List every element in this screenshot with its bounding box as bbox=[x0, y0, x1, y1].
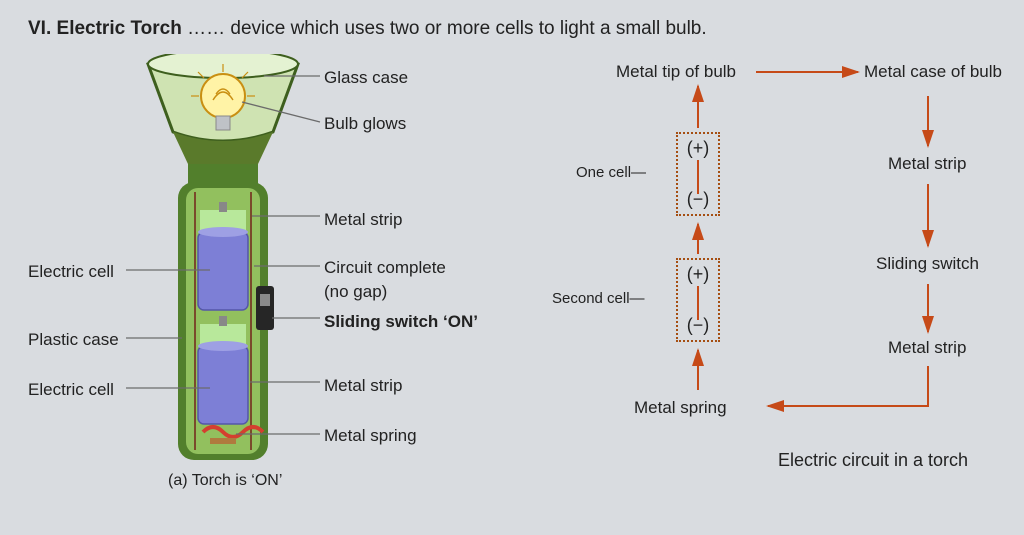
cell2-minus: (−) bbox=[687, 315, 710, 336]
label-right-sliding-switch: Sliding switch bbox=[876, 254, 979, 274]
label-electric-cell-2: Electric cell bbox=[28, 380, 114, 400]
label-glass-case: Glass case bbox=[324, 68, 408, 88]
heading-rest: …… device which uses two or more cells t… bbox=[187, 18, 707, 39]
cell1-plus: (+) bbox=[687, 138, 710, 159]
section-heading: VI. Electric Torch …… device which uses … bbox=[28, 18, 1004, 40]
label-metal-case: Metal case of bulb bbox=[864, 62, 1002, 82]
circuit-svg bbox=[528, 54, 1008, 494]
heading-title: Electric Torch bbox=[57, 18, 182, 39]
torch-figure: Electric cell Plastic case Electric cell… bbox=[28, 54, 528, 519]
label-electric-cell-1: Electric cell bbox=[28, 262, 114, 282]
cell2-plus: (+) bbox=[687, 264, 710, 285]
cell1-minus: (−) bbox=[687, 189, 710, 210]
circuit-caption: Electric circuit in a torch bbox=[778, 450, 968, 471]
cell-box-2: (+) (−) bbox=[676, 258, 720, 342]
label-metal-strip-2: Metal strip bbox=[324, 376, 402, 396]
heading-number: VI. bbox=[28, 18, 51, 39]
label-bulb-glows: Bulb glows bbox=[324, 114, 406, 134]
cell-box-1: (+) (−) bbox=[676, 132, 720, 216]
label-one-cell: One cell— bbox=[576, 164, 646, 181]
label-sliding-switch-on: Sliding switch ‘ON’ bbox=[324, 312, 478, 332]
label-circuit-complete: Circuit complete bbox=[324, 258, 446, 278]
label-metal-strip-1: Metal strip bbox=[324, 210, 402, 230]
label-right-metal-strip-1: Metal strip bbox=[888, 154, 966, 174]
circuit-figure: (+) (−) (+) (−) Metal tip of bulb Metal … bbox=[528, 54, 1012, 519]
label-metal-tip: Metal tip of bulb bbox=[616, 62, 736, 82]
label-circuit-metal-spring: Metal spring bbox=[634, 398, 727, 418]
label-metal-spring: Metal spring bbox=[324, 426, 417, 446]
label-no-gap: (no gap) bbox=[324, 282, 387, 302]
label-second-cell: Second cell— bbox=[552, 290, 645, 307]
label-right-metal-strip-2: Metal strip bbox=[888, 338, 966, 358]
label-plastic-case: Plastic case bbox=[28, 330, 119, 350]
torch-caption: (a) Torch is ‘ON’ bbox=[168, 472, 282, 490]
